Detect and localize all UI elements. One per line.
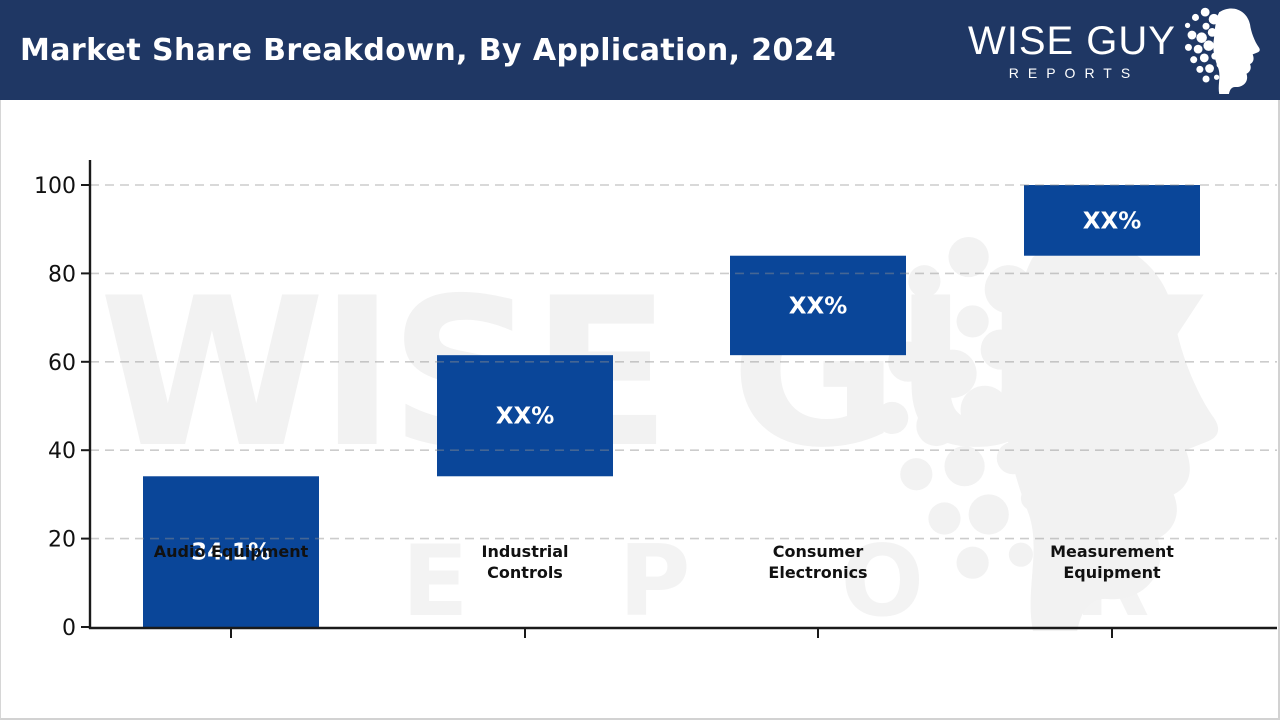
dotted-head-icon (1184, 7, 1260, 94)
y-tick-label: 60 (48, 351, 76, 376)
wise-guy-logo: WISE GUY REPORTS (968, 6, 1262, 94)
y-tick-label: 40 (48, 439, 76, 464)
bar-value-label: 34.1% (191, 540, 271, 566)
logo-text: WISE GUY REPORTS (968, 21, 1176, 80)
y-tick-label: 100 (34, 174, 76, 199)
logo-subtitle: REPORTS (1008, 64, 1140, 81)
page-title: Market Share Breakdown, By Application, … (20, 32, 837, 68)
y-tick-label: 80 (48, 262, 76, 287)
bar-segment (143, 476, 319, 627)
y-tick-label: 20 (48, 528, 76, 553)
header-bar: Market Share Breakdown, By Application, … (0, 0, 1280, 100)
watermark: WISE GUY R E P O R T S (1, 100, 1280, 720)
chart-canvas: WISE GUY R E P O R T S (0, 100, 1280, 720)
bar-chart: 34.1% XX% XX% XX% 0 20 40 60 80 100 (34, 160, 1277, 641)
bar-value-label: XX% (496, 404, 555, 430)
watermark-head-icon (876, 236, 1219, 632)
bar-segment (730, 255, 906, 356)
bar-value-label: XX% (1083, 208, 1142, 234)
logo-wordmark: WISE GUY (967, 18, 1176, 63)
bar-segment (1024, 185, 1200, 256)
y-tick-label: 0 (62, 616, 76, 641)
bar-segment (437, 355, 613, 477)
bar-value-label: XX% (789, 293, 848, 319)
